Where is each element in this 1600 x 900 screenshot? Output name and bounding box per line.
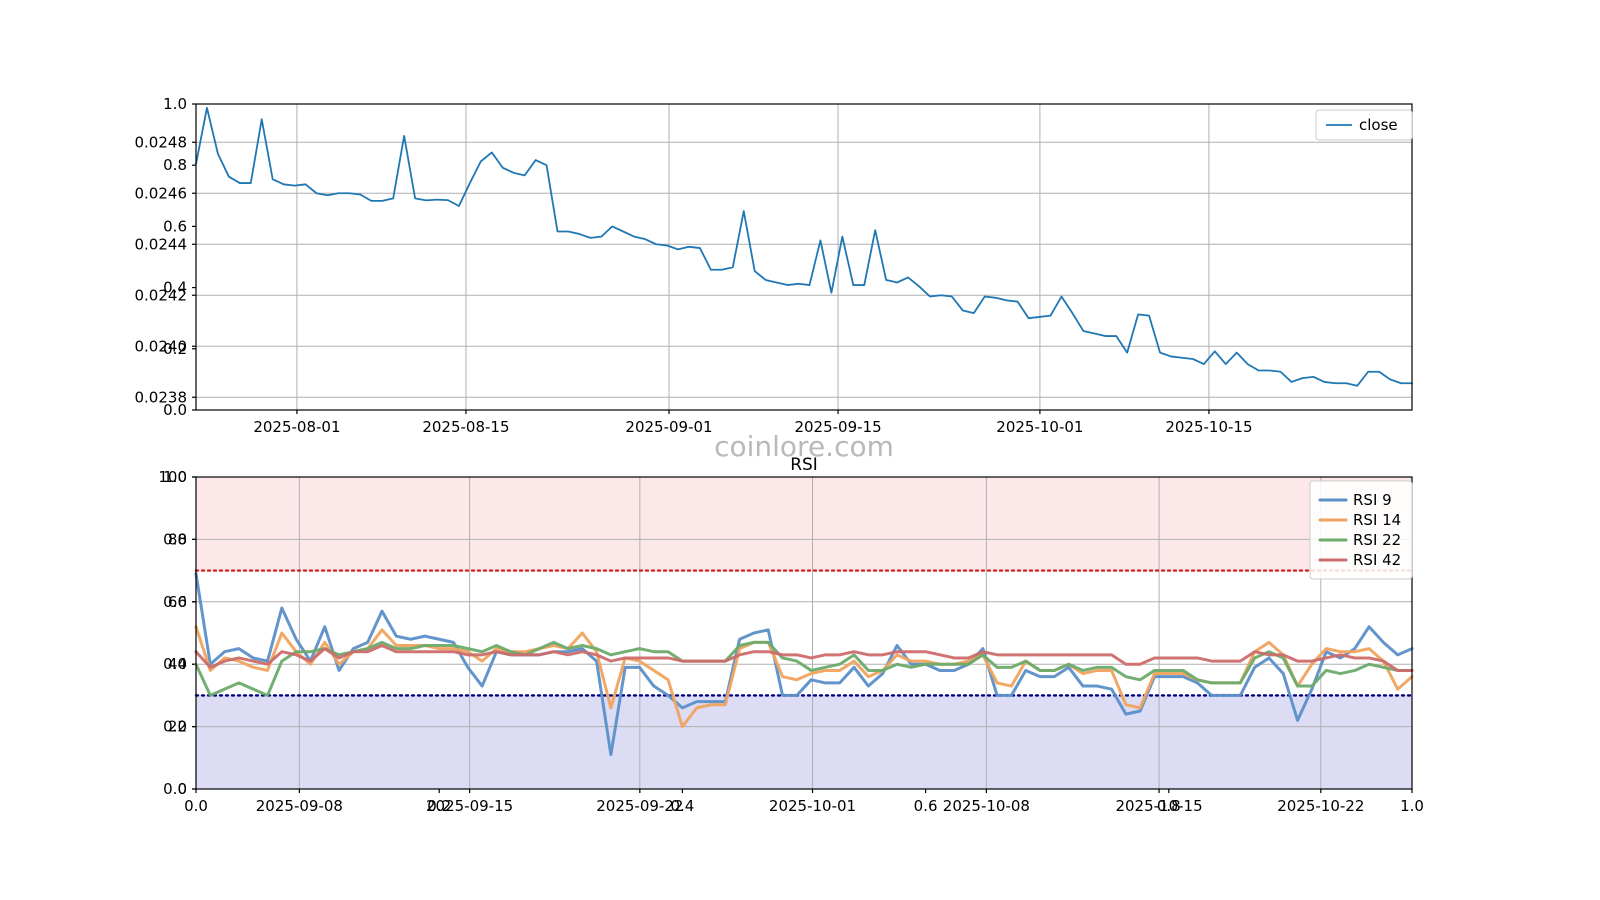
rsi-x-tick-label-secondary: 0.6: [914, 797, 938, 815]
price-legend-box: [1315, 109, 1413, 141]
rsi-axes-frame: [195, 476, 1413, 790]
price-y-tick-label: 0.0246: [135, 184, 188, 202]
rsi-y-tick-label: 0: [177, 780, 187, 798]
rsi-x-tick-label: 2025-10-22: [1277, 797, 1364, 815]
price-legend: close: [1315, 109, 1413, 141]
price-y-tick-label-secondary: 0.4: [163, 279, 187, 297]
rsi-legend: RSI 9 RSI 14 RSI 22 RSI 42: [1309, 480, 1413, 580]
rsi-x-tick-label-secondary: 0.0: [184, 797, 208, 815]
price-axes-frame: [195, 103, 1413, 411]
rsi-x-tick-label: 2025-09-22: [596, 797, 683, 815]
rsi-x-tick-label-secondary: 0.2: [427, 797, 451, 815]
rsi-x-tick-label: 2025-09-08: [256, 797, 343, 815]
coinlore-watermark: coinlore.com: [714, 430, 894, 463]
price-x-tick-label: 2025-08-15: [422, 418, 509, 436]
price-close-line: [195, 106, 1413, 387]
price-x-tick-label: 2025-10-01: [996, 418, 1083, 436]
price-y-tick-label: 0.0244: [135, 235, 188, 253]
price-x-tick-label: 2025-10-15: [1165, 418, 1252, 436]
rsi-x-tick-label: 2025-10-15: [1115, 797, 1202, 815]
price-y-tick-label-secondary: 0.6: [163, 217, 187, 235]
price-y-tick-label-secondary: 1.0: [163, 95, 187, 113]
rsi-y-tick-label-secondary: 0.0: [163, 780, 187, 798]
price-plot-background: [196, 104, 1412, 410]
price-y-tick-label-secondary: 0.2: [163, 340, 187, 358]
price-x-tick-label: 2025-09-15: [794, 418, 881, 436]
rsi-x-tick-label: 2025-09-15: [426, 797, 513, 815]
rsi-legend-label-rsi-22: RSI 22: [1353, 531, 1401, 549]
rsi-y-tick-label-secondary: 1.0: [163, 468, 187, 486]
price-y-tick-label: 0.0248: [135, 133, 188, 151]
rsi-x-tick-label-secondary: 0.8: [1157, 797, 1181, 815]
price-y-tick-label: 0.0240: [135, 337, 188, 355]
rsi-y-tick-label-secondary: 0.8: [163, 530, 187, 548]
rsi-panel-title: RSI: [790, 455, 818, 475]
rsi-legend-box: [1309, 480, 1413, 580]
rsi-legend-label-rsi-42: RSI 42: [1353, 551, 1401, 569]
rsi-overbought-band: [196, 477, 1412, 571]
rsi-y-tick-label-secondary: 0.6: [163, 593, 187, 611]
rsi-y-tick-label: 80: [168, 530, 187, 548]
rsi-x-tick-label: 2025-10-01: [769, 797, 856, 815]
rsi-legend-label-rsi-9: RSI 9: [1353, 491, 1392, 509]
rsi-panel: 0 20 40 60 80 100 0.0 0.2 0.4 0.6 0.8 1.0 2025-09-08…: [158, 468, 1424, 815]
rsi-oversold-band: [196, 695, 1412, 789]
price-y-tick-label: 0.0242: [135, 286, 188, 304]
rsi-x-tick-label-secondary: 1.0: [1400, 797, 1424, 815]
price-y-tick-label-secondary: 0.0: [163, 401, 187, 419]
price-y-tick-label-secondary: 0.8: [163, 156, 187, 174]
rsi-legend-label-rsi-14: RSI 14: [1353, 511, 1401, 529]
rsi-y-tick-label: 40: [168, 655, 187, 673]
price-legend-label-close: close: [1359, 116, 1398, 134]
rsi-y-tick-label: 20: [168, 718, 187, 736]
price-x-tick-label: 2025-08-01: [253, 418, 340, 436]
rsi-x-tick-label-secondary: 0.4: [670, 797, 694, 815]
price-y-tick-label: 0.0238: [135, 388, 188, 406]
price-x-tick-label: 2025-09-01: [625, 418, 712, 436]
rsi-y-tick-label-secondary: 0.2: [163, 718, 187, 736]
rsi-y-tick-label-secondary: 0.4: [163, 655, 187, 673]
rsi-x-tick-label: 2025-10-08: [943, 797, 1030, 815]
rsi-line-rsi-9: [194, 572, 1414, 757]
rsi-y-tick-label: 60: [168, 593, 187, 611]
rsi-line-rsi-22: [194, 640, 1414, 697]
price-panel: 0.0238 0.0240 0.0242 0.0244 0.0246 0.0248 0.0 0…: [135, 95, 1413, 436]
rsi-y-tick-label: 100: [158, 468, 187, 486]
rsi-line-rsi-42: [194, 643, 1414, 672]
